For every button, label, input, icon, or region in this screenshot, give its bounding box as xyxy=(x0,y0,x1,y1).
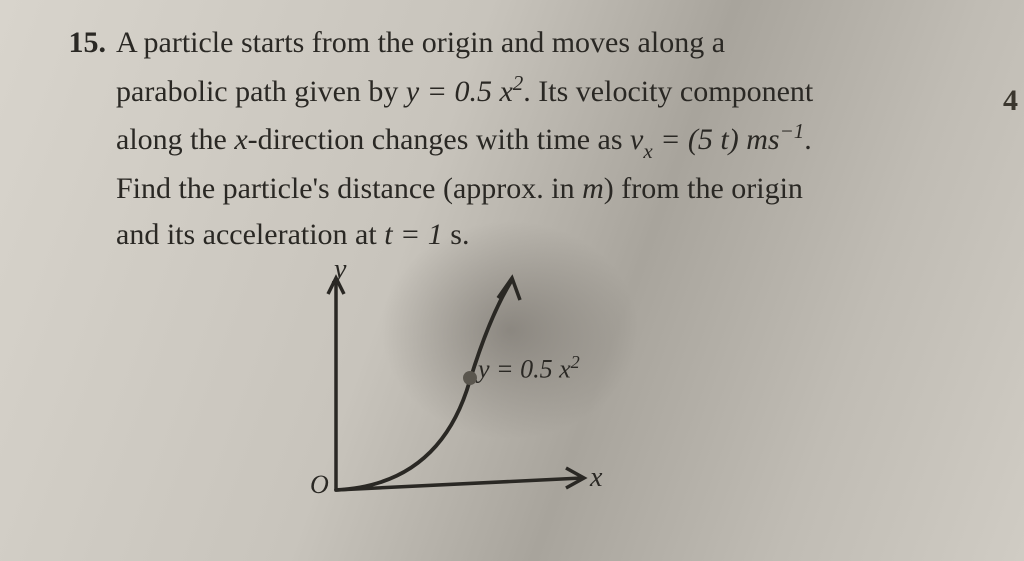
q-line4a: Find the particle's distance (approx. in xyxy=(116,172,582,205)
question-text: A particle starts from the origin and mo… xyxy=(116,20,813,259)
axis-label-x: x xyxy=(590,462,602,494)
q-line5a: and its acceleration at xyxy=(116,218,384,251)
eq-vx-exp: −1 xyxy=(780,119,805,143)
next-question-number: 4 xyxy=(1003,84,1018,118)
q-line3b: -direction changes with time as xyxy=(248,123,630,156)
eq-path-text: y = 0.5 x xyxy=(406,75,513,108)
eq-path-sq: 2 xyxy=(513,71,524,95)
q-line4b: ) from the origin xyxy=(604,172,803,205)
figure: y x O y = 0.5 x2 xyxy=(290,260,650,550)
curve-label: y = 0.5 x2 xyxy=(478,352,580,385)
problem-block: 15. A particle starts from the origin an… xyxy=(60,20,984,259)
eq-vx: vx = (5 t) ms−1 xyxy=(630,123,804,156)
parabola-curve xyxy=(336,280,512,490)
q-line3a: along the xyxy=(116,123,234,156)
particle-dot xyxy=(463,371,477,385)
q-line3c: . xyxy=(804,123,812,156)
eq-vx-sub: x xyxy=(643,139,652,163)
q-line1: A particle starts from the origin and mo… xyxy=(116,26,725,59)
curve-label-sq: 2 xyxy=(571,352,580,372)
origin-label: O xyxy=(310,470,329,500)
eq-path: y = 0.5 x2 xyxy=(406,75,523,108)
eq-t: t = 1 xyxy=(384,218,443,251)
eq-vx-rhs: = (5 t) ms xyxy=(653,123,780,156)
curve-label-text: y = 0.5 x xyxy=(478,355,571,384)
xdir: x xyxy=(234,123,247,156)
question-number: 15. xyxy=(60,20,106,259)
q-line2b: . Its velocity component xyxy=(523,75,813,108)
axis-label-y: y xyxy=(334,254,346,286)
q-line5b: s. xyxy=(443,218,470,251)
unit-m: m xyxy=(582,172,604,205)
q-line2a: parabolic path given by xyxy=(116,75,406,108)
figure-svg xyxy=(290,260,650,550)
eq-vx-v: v xyxy=(630,123,643,156)
